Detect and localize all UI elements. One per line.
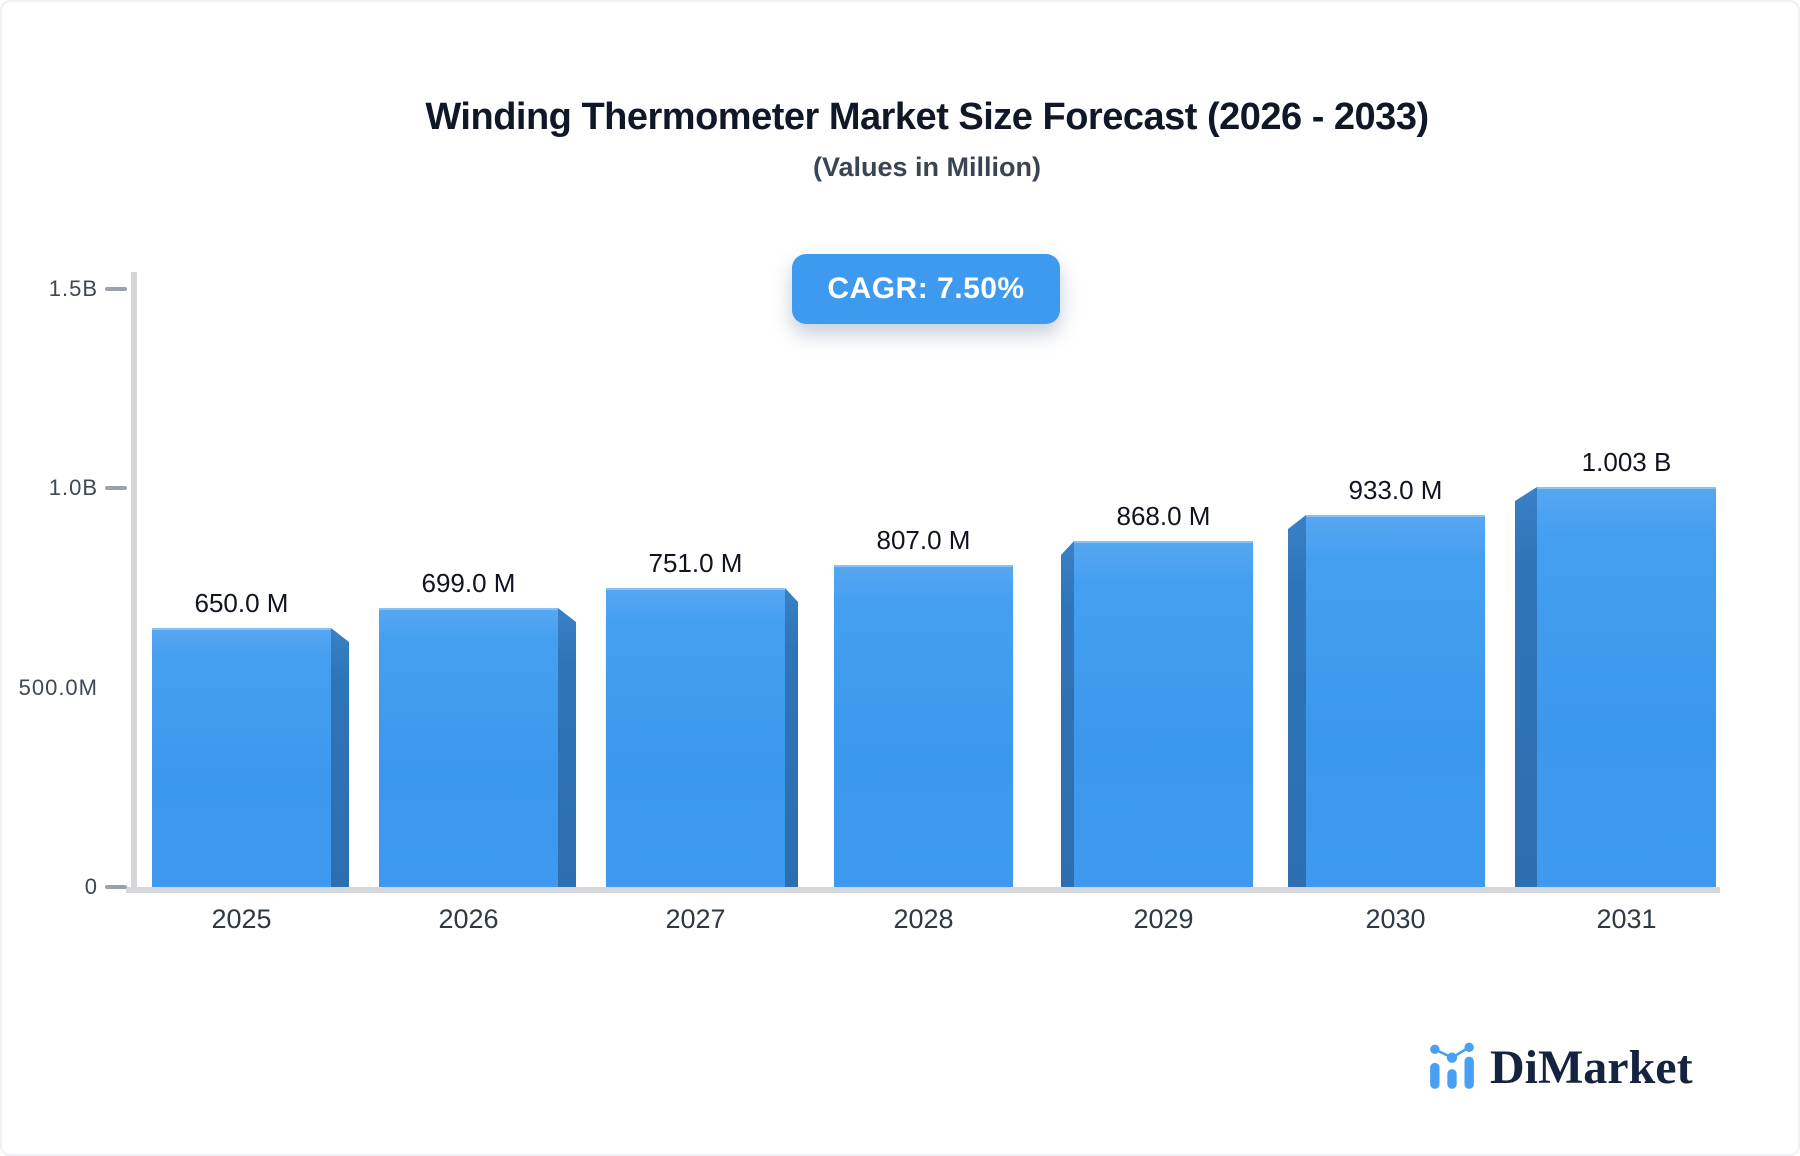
chart-header: Winding Thermometer Market Size Forecast… <box>52 94 1800 183</box>
bar-value-label: 751.0 M <box>648 548 743 578</box>
x-axis-label: 2030 <box>1365 904 1426 934</box>
bar-value-label: 933.0 M <box>1348 475 1443 505</box>
y-tick-mark <box>105 885 127 889</box>
bar-2028 <box>834 565 1013 887</box>
y-tick-mark <box>105 287 127 291</box>
bar-side-2027 <box>785 588 798 887</box>
bar-2027 <box>606 588 785 887</box>
x-axis-label: 2027 <box>665 904 726 934</box>
y-axis-line <box>131 272 137 893</box>
cagr-badge: CAGR: 7.50% <box>792 254 1060 324</box>
bar-side-2031 <box>1515 487 1537 887</box>
chart-subtitle: (Values in Million) <box>812 152 1042 182</box>
bar-side-2029 <box>1061 541 1074 887</box>
y-tick-label: 500.0M <box>18 674 98 700</box>
brand-logo: DiMarket <box>1426 1040 1693 1092</box>
bar-value-label: 650.0 M <box>194 588 289 618</box>
bar-2026 <box>379 608 558 887</box>
bar-value-label: 1.003 B <box>1581 447 1672 477</box>
brand-name: DiMarket <box>1490 1041 1693 1094</box>
x-axis-label: 2026 <box>438 904 499 934</box>
x-axis-label: 2031 <box>1596 904 1657 934</box>
y-tick-label: 1.0B <box>48 475 98 501</box>
bar-2029 <box>1074 541 1253 887</box>
bar-chart-logo-icon <box>1430 1042 1474 1089</box>
x-axis-label: 2025 <box>211 904 272 934</box>
bar-2031 <box>1537 487 1716 887</box>
y-tick-mark <box>105 486 127 491</box>
x-axis-label: 2028 <box>893 904 954 934</box>
cagr-badge-label: CAGR: 7.50% <box>827 272 1025 305</box>
y-tick-label: 0 <box>84 874 98 899</box>
bar-side-2025 <box>331 628 349 887</box>
bar-value-label: 868.0 M <box>1116 501 1211 531</box>
bar-2025 <box>152 628 331 887</box>
bar-side-2026 <box>558 608 576 887</box>
chart-title: Winding Thermometer Market Size Forecast… <box>425 96 1429 138</box>
bar-value-label: 807.0 M <box>876 525 971 555</box>
x-axis-line <box>126 887 1720 893</box>
bar-value-label: 699.0 M <box>421 568 516 598</box>
x-axis-label: 2029 <box>1133 904 1194 934</box>
bar-side-2030 <box>1288 515 1306 887</box>
y-tick-label: 1.5B <box>48 276 98 301</box>
bar-2030 <box>1306 515 1485 887</box>
